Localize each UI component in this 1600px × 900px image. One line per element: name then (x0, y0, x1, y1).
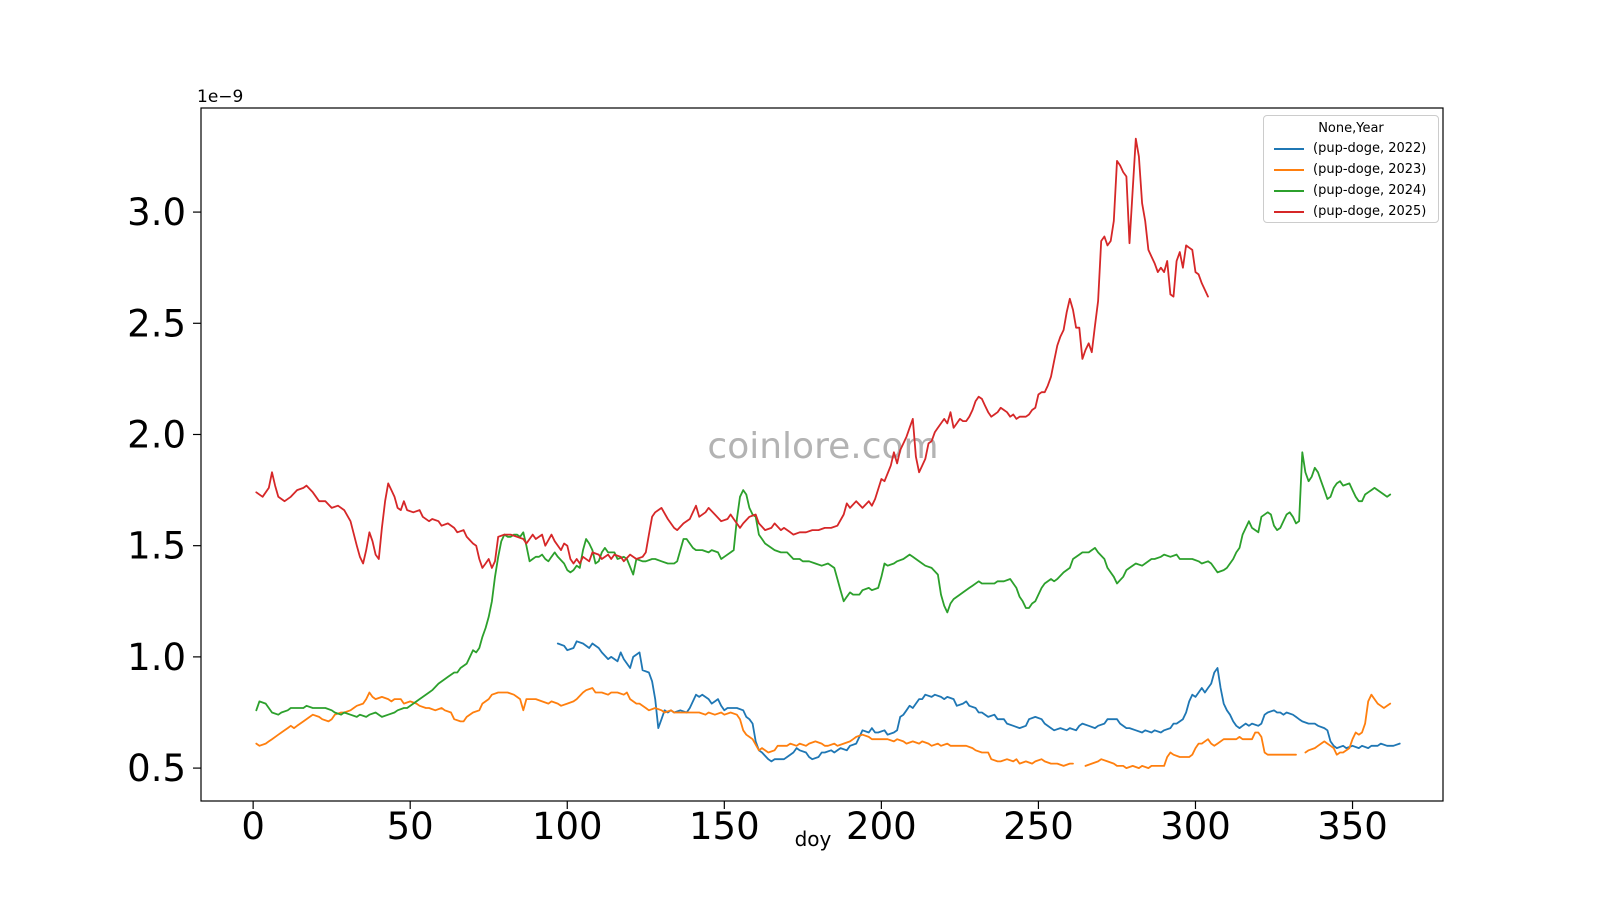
y-tick-label: 2.5 (127, 302, 186, 345)
legend-item-2023: (pup-doge, 2023) (1270, 159, 1432, 180)
series-line-2023 (255, 687, 1392, 769)
y-tick-label: 1.5 (127, 525, 186, 568)
legend-label-2022: (pup-doge, 2022) (1313, 141, 1427, 156)
legend-item-2022: (pup-doge, 2022) (1270, 138, 1432, 159)
line-series-group (255, 137, 1401, 769)
y-tick-label: 3.0 (127, 191, 186, 234)
x-tick-label: 200 (846, 805, 917, 848)
x-tick-label: 300 (1160, 805, 1231, 848)
series-line-2025 (255, 137, 1209, 569)
x-tick-label: 50 (387, 805, 434, 848)
x-tick-label: 100 (532, 805, 603, 848)
axes-frame (200, 107, 1444, 802)
series-line-2024 (255, 451, 1392, 718)
watermark-text: coinlore.com (707, 426, 938, 467)
y-axis-offset-label: 1e−9 (197, 87, 243, 107)
x-tick-label: 350 (1317, 805, 1388, 848)
legend-label-2025: (pup-doge, 2025) (1313, 204, 1427, 219)
legend-item-2024: (pup-doge, 2024) (1270, 180, 1432, 201)
x-tick-label: 250 (1003, 805, 1074, 848)
legend-title: None,Year (1318, 121, 1384, 136)
legend-line-sample-2025 (1274, 210, 1304, 213)
series-line-2022 (556, 640, 1401, 763)
axis-ticks (193, 211, 1354, 809)
legend-item-2025: (pup-doge, 2025) (1270, 201, 1432, 222)
legend-line-sample-2023 (1274, 168, 1304, 171)
x-tick-label: 150 (689, 805, 760, 848)
y-tick-label: 2.0 (127, 413, 186, 456)
legend-line-sample-2022 (1274, 147, 1304, 150)
legend-label-2024: (pup-doge, 2024) (1313, 183, 1427, 198)
y-tick-label: 1.0 (127, 636, 186, 679)
legend-label-2023: (pup-doge, 2023) (1313, 162, 1427, 177)
x-tick-label: 0 (241, 805, 265, 848)
y-tick-label: 0.5 (127, 747, 186, 790)
axis-tick-labels: 0 50 100 150 200 250 300 350 0.5 1.0 1.5 2.0 2.5 3.0 (127, 191, 1388, 848)
x-axis-label: doy (795, 827, 832, 851)
legend-line-sample-2024 (1274, 189, 1304, 192)
legend: None,Year (pup-doge, 2022) (pup-doge, 20… (1263, 115, 1439, 223)
